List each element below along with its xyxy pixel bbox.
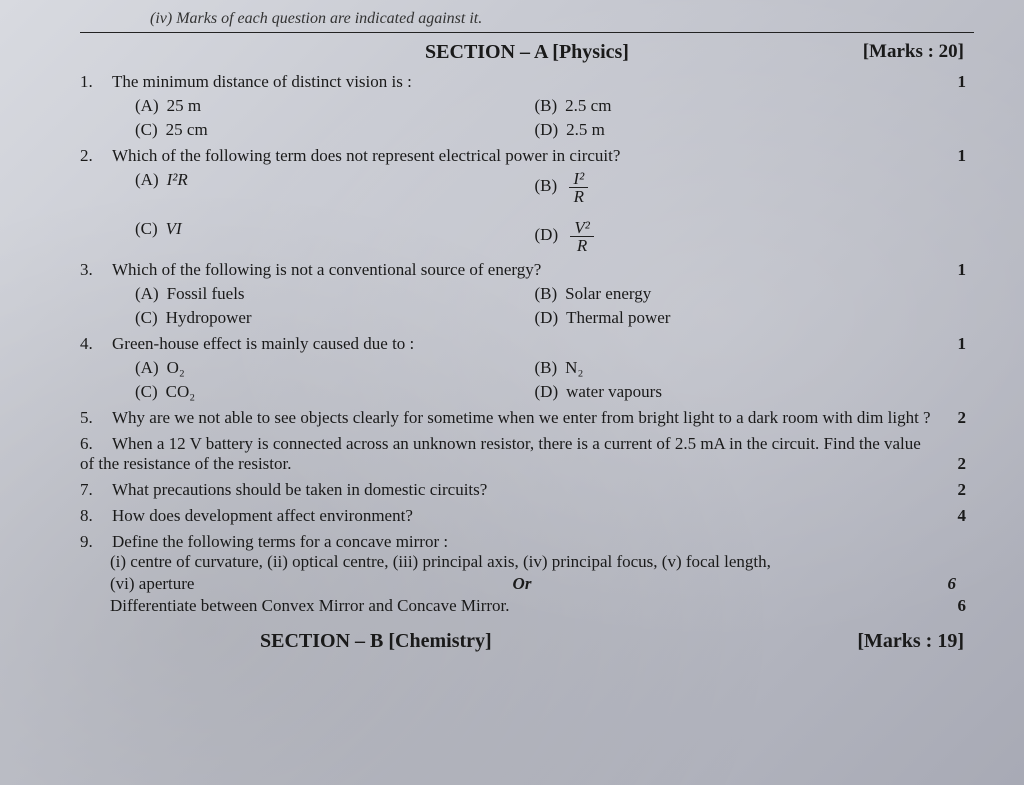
q8-mark: 4 <box>958 506 967 526</box>
q9-text: Define the following terms for a concave… <box>112 532 448 551</box>
q3-text: Which of the following is not a conventi… <box>112 260 541 279</box>
q4-text: Green-house effect is mainly caused due … <box>112 334 414 353</box>
q9-or-mark: 6 <box>948 574 957 594</box>
q1-mark: 1 <box>958 72 967 92</box>
q2-text: Which of the following term does not rep… <box>112 146 620 165</box>
q2-opt-b: (B) I² R <box>535 170 935 205</box>
q5-text: Why are we not able to see objects clear… <box>112 408 931 427</box>
q4-opt-c: (C)CO₂ <box>135 382 535 402</box>
q3-opt-a: (A)Fossil fuels <box>135 284 535 304</box>
section-a-marks: [Marks : 20] <box>863 41 964 63</box>
q1-opt-d: (D)2.5 m <box>535 120 935 140</box>
question-6: 6. When a 12 V battery is connected acro… <box>80 434 974 474</box>
q1-opt-b: (B)2.5 cm <box>535 96 935 116</box>
q1-options: (A)25 m (B)2.5 cm (C)25 cm (D)2.5 m <box>135 96 934 140</box>
q2-opt-d: (D) V² R <box>535 219 935 254</box>
q7-mark: 2 <box>958 480 967 500</box>
q9-number: 9. <box>80 532 108 552</box>
q3-options: (A)Fossil fuels (B)Solar energy (C)Hydro… <box>135 284 934 328</box>
section-b-marks: [Marks : 19] <box>857 630 964 653</box>
q2-opt-c: (C)VI <box>135 219 535 254</box>
q4-opt-a: (A)O₂ <box>135 358 535 378</box>
q3-opt-b: (B)Solar energy <box>535 284 935 304</box>
question-4: 4. Green-house effect is mainly caused d… <box>80 334 974 402</box>
q6-number: 6. <box>80 434 108 454</box>
q2-mark: 1 <box>958 146 967 166</box>
question-7: 7. What precautions should be taken in d… <box>80 480 974 500</box>
q3-opt-c: (C)Hydropower <box>135 308 535 328</box>
question-1: 1. The minimum distance of distinct visi… <box>80 72 974 140</box>
section-divider <box>80 32 974 33</box>
q1-number: 1. <box>80 72 108 92</box>
q5-mark: 2 <box>958 408 967 428</box>
q4-opt-d: (D)water vapours <box>535 382 935 402</box>
q7-number: 7. <box>80 480 108 500</box>
q9-alt-mark: 6 <box>958 596 967 616</box>
section-b-title: SECTION – B [Chemistry] <box>260 630 492 653</box>
q1-text: The minimum distance of distinct vision … <box>112 72 412 91</box>
q9-subitems-line1: (i) centre of curvature, (ii) optical ce… <box>110 552 964 572</box>
q9-or-line: (vi) aperture Or 6 <box>80 574 964 594</box>
question-9: 9. Define the following terms for a conc… <box>80 532 974 616</box>
q4-opt-b: (B)N₂ <box>535 358 935 378</box>
q2-options: (A)I²R (B) I² R (C)VI (D) V² R <box>135 170 934 254</box>
instruction-iv: (iv) Marks of each question are indicate… <box>150 10 974 28</box>
q4-mark: 1 <box>958 334 967 354</box>
q3-opt-d: (D)Thermal power <box>535 308 935 328</box>
q3-number: 3. <box>80 260 108 280</box>
q2-opt-a: (A)I²R <box>135 170 535 205</box>
q4-number: 4. <box>80 334 108 354</box>
q4-options: (A)O₂ (B)N₂ (C)CO₂ (D)water vapours <box>135 358 934 402</box>
q6-mark: 2 <box>958 454 967 474</box>
q7-text: What precautions should be taken in dome… <box>112 480 487 499</box>
section-b-header: SECTION – B [Chemistry] [Marks : 19] <box>80 630 974 653</box>
q6-text: When a 12 V battery is connected across … <box>80 434 921 473</box>
question-5: 5. Why are we not able to see objects cl… <box>80 408 974 428</box>
q8-text: How does development affect environment? <box>112 506 413 525</box>
question-3: 3. Which of the following is not a conve… <box>80 260 974 328</box>
question-2: 2. Which of the following term does not … <box>80 146 974 254</box>
q3-mark: 1 <box>958 260 967 280</box>
question-8: 8. How does development affect environme… <box>80 506 974 526</box>
q9-or: Or <box>513 574 532 593</box>
q2-number: 2. <box>80 146 108 166</box>
q8-number: 8. <box>80 506 108 526</box>
section-a-header: SECTION – A [Physics] [Marks : 20] <box>80 41 974 64</box>
q2-b-fraction: I² R <box>569 170 588 205</box>
q9-alt-text: Differentiate between Convex Mirror and … <box>110 596 510 615</box>
q2-d-fraction: V² R <box>570 219 593 254</box>
q9-subitems-line2: (vi) aperture <box>110 574 194 594</box>
q5-number: 5. <box>80 408 108 428</box>
q1-opt-a: (A)25 m <box>135 96 535 116</box>
section-a-title: SECTION – A [Physics] <box>425 41 629 63</box>
q1-opt-c: (C)25 cm <box>135 120 535 140</box>
